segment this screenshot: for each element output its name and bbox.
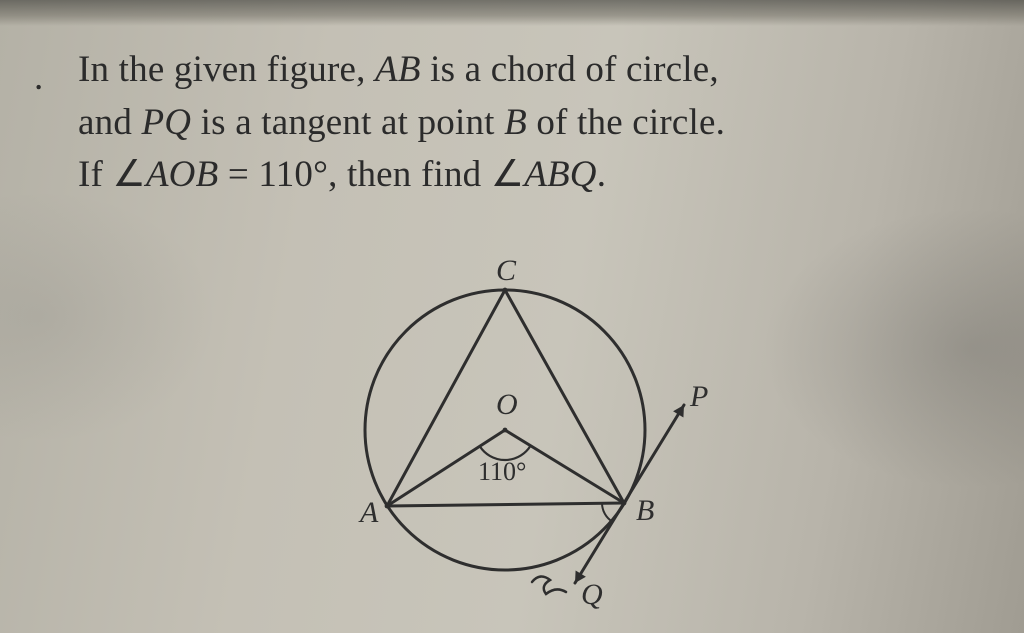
var-AB: AB	[375, 49, 421, 90]
var-PQ: PQ	[141, 102, 191, 143]
text-frag: If	[78, 154, 113, 195]
question-text: In the given figure, AB is a chord of ci…	[78, 44, 978, 202]
page-top-shadow	[0, 0, 1024, 26]
svg-text:B: B	[636, 494, 654, 527]
question-line-2: and PQ is a tangent at point B of the ci…	[78, 97, 978, 150]
angle-symbol: ∠	[113, 154, 146, 195]
svg-text:O: O	[496, 388, 518, 421]
svg-text:110°: 110°	[478, 457, 526, 486]
geometry-figure: C O A B P Q 110°	[300, 230, 730, 625]
text-frag: .	[597, 154, 606, 195]
svg-text:C: C	[496, 254, 517, 287]
var-B: B	[504, 102, 527, 143]
text-frag: = 110°, then find	[218, 154, 490, 195]
question-line-3: If ∠AOB = 110°, then find ∠ABQ.	[78, 149, 978, 202]
figure-svg: C O A B P Q 110°	[300, 230, 730, 625]
var-AOB: AOB	[146, 154, 219, 195]
text-frag: is a chord of circle,	[421, 49, 719, 90]
var-ABQ: ABQ	[524, 154, 597, 195]
text-frag: of the circle.	[527, 102, 725, 143]
text-frag: In the given figure,	[78, 49, 375, 90]
svg-text:Q: Q	[581, 578, 603, 611]
angle-symbol: ∠	[491, 154, 524, 195]
svg-text:P: P	[689, 380, 708, 413]
text-frag: is a tangent at point	[191, 102, 504, 143]
question-line-1: In the given figure, AB is a chord of ci…	[78, 44, 978, 97]
page-scan: . In the given figure, AB is a chord of …	[0, 0, 1024, 633]
text-frag: and	[78, 102, 141, 143]
svg-text:A: A	[358, 496, 379, 529]
question-bullet: .	[34, 56, 43, 99]
